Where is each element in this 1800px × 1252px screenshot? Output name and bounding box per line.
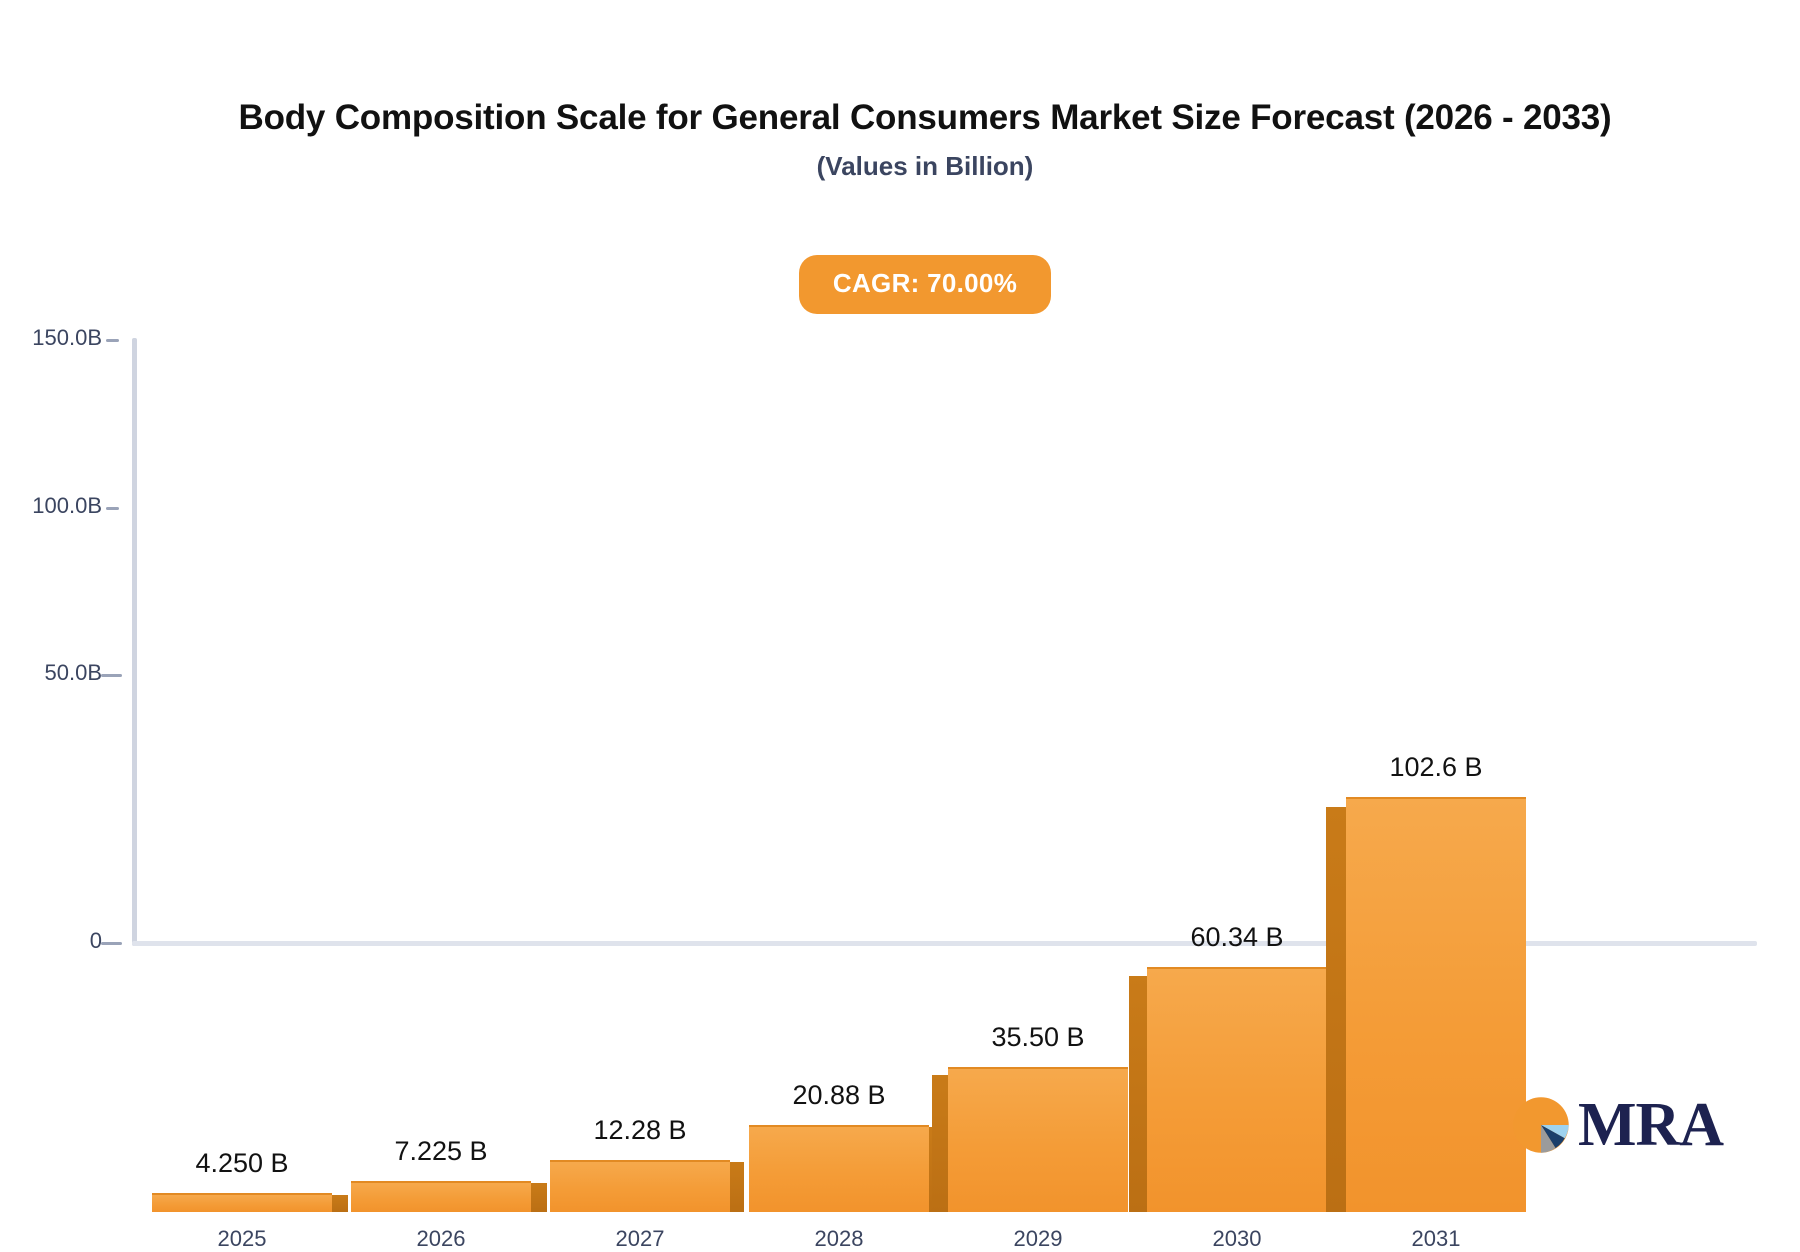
bar-value-2029: 35.50 B xyxy=(991,1022,1085,1052)
logo-text: MRA xyxy=(1578,1091,1724,1159)
bar-2029[interactable] xyxy=(948,1067,1128,1212)
bar-2027[interactable] xyxy=(550,1160,730,1212)
x-tick-label-2025: 2025 xyxy=(217,1226,267,1251)
bar-value-2025: 4.250 B xyxy=(195,1148,289,1178)
y-tick-mark-0 xyxy=(101,942,122,945)
bar-2025-side xyxy=(332,1195,348,1212)
chart-header: Body Composition Scale for General Consu… xyxy=(150,95,1700,182)
bar-group-2031[interactable]: 102.6 B 2031 xyxy=(1326,268,1526,1251)
x-tick-label-2028: 2028 xyxy=(814,1226,864,1251)
bar-group-2030[interactable]: 60.34 B 2030 xyxy=(1129,268,1327,1251)
plot-area: 150.0B 100.0B 50.0B 0 4.250 B 2025 7.225… xyxy=(32,268,1757,1251)
x-tick-label-2030: 2030 xyxy=(1212,1226,1262,1251)
bar-value-2031: 102.6 B xyxy=(1389,752,1483,782)
x-tick-label-2031: 2031 xyxy=(1411,1226,1461,1251)
bar-group-2029[interactable]: 35.50 B 2029 xyxy=(932,268,1128,1251)
bar-2025[interactable] xyxy=(152,1193,332,1212)
chart-title: Body Composition Scale for General Consu… xyxy=(238,98,1612,137)
y-tick-mark-100 xyxy=(106,507,119,510)
cagr-badge: CAGR: 70.00% xyxy=(798,255,1052,314)
bar-value-2028: 20.88 B xyxy=(792,1080,886,1110)
bar-2030-side xyxy=(1129,976,1147,1212)
mra-logo: MRA xyxy=(1508,1091,1724,1159)
bar-group-2026[interactable]: 7.225 B 2026 xyxy=(351,268,547,1251)
chart-container: Body Composition Scale for General Consu… xyxy=(32,95,1757,1251)
bar-2026-side xyxy=(531,1183,547,1212)
bar-2031[interactable] xyxy=(1346,797,1526,1212)
bar-2028[interactable] xyxy=(749,1125,929,1212)
y-tick-label-0: 0 xyxy=(89,928,102,953)
bar-value-2027: 12.28 B xyxy=(593,1115,687,1145)
y-tick-label-50: 50.0B xyxy=(44,660,103,685)
bar-value-2030: 60.34 B xyxy=(1190,922,1284,952)
bar-2031-side xyxy=(1326,807,1346,1212)
bar-2030[interactable] xyxy=(1147,967,1327,1212)
y-tick-mark-150 xyxy=(106,339,119,342)
x-tick-label-2029: 2029 xyxy=(1013,1226,1063,1251)
y-tick-label-150: 150.0B xyxy=(32,325,102,350)
pie-chart-icon xyxy=(1513,1097,1569,1153)
bar-group-2025[interactable]: 4.250 B 2025 xyxy=(152,268,348,1251)
x-tick-label-2027: 2027 xyxy=(615,1226,665,1251)
chart-subtitle: (Values in Billion) xyxy=(816,151,1034,182)
x-tick-label-2026: 2026 xyxy=(416,1226,466,1251)
bar-group-2028[interactable]: 20.88 B 2028 xyxy=(749,268,936,1251)
bar-2029-side xyxy=(932,1075,948,1212)
y-tick-label-100: 100.0B xyxy=(32,493,102,518)
bar-group-2027[interactable]: 12.28 B 2027 xyxy=(550,268,744,1251)
y-tick-mark-50 xyxy=(101,674,122,677)
bar-2026[interactable] xyxy=(351,1181,531,1212)
cagr-annotation-wrap: CAGR: 70.00% xyxy=(150,255,1700,314)
y-axis-line xyxy=(132,338,137,946)
x-axis-line xyxy=(132,941,1757,946)
bar-value-2026: 7.225 B xyxy=(394,1136,488,1166)
bar-2027-side xyxy=(730,1162,744,1212)
